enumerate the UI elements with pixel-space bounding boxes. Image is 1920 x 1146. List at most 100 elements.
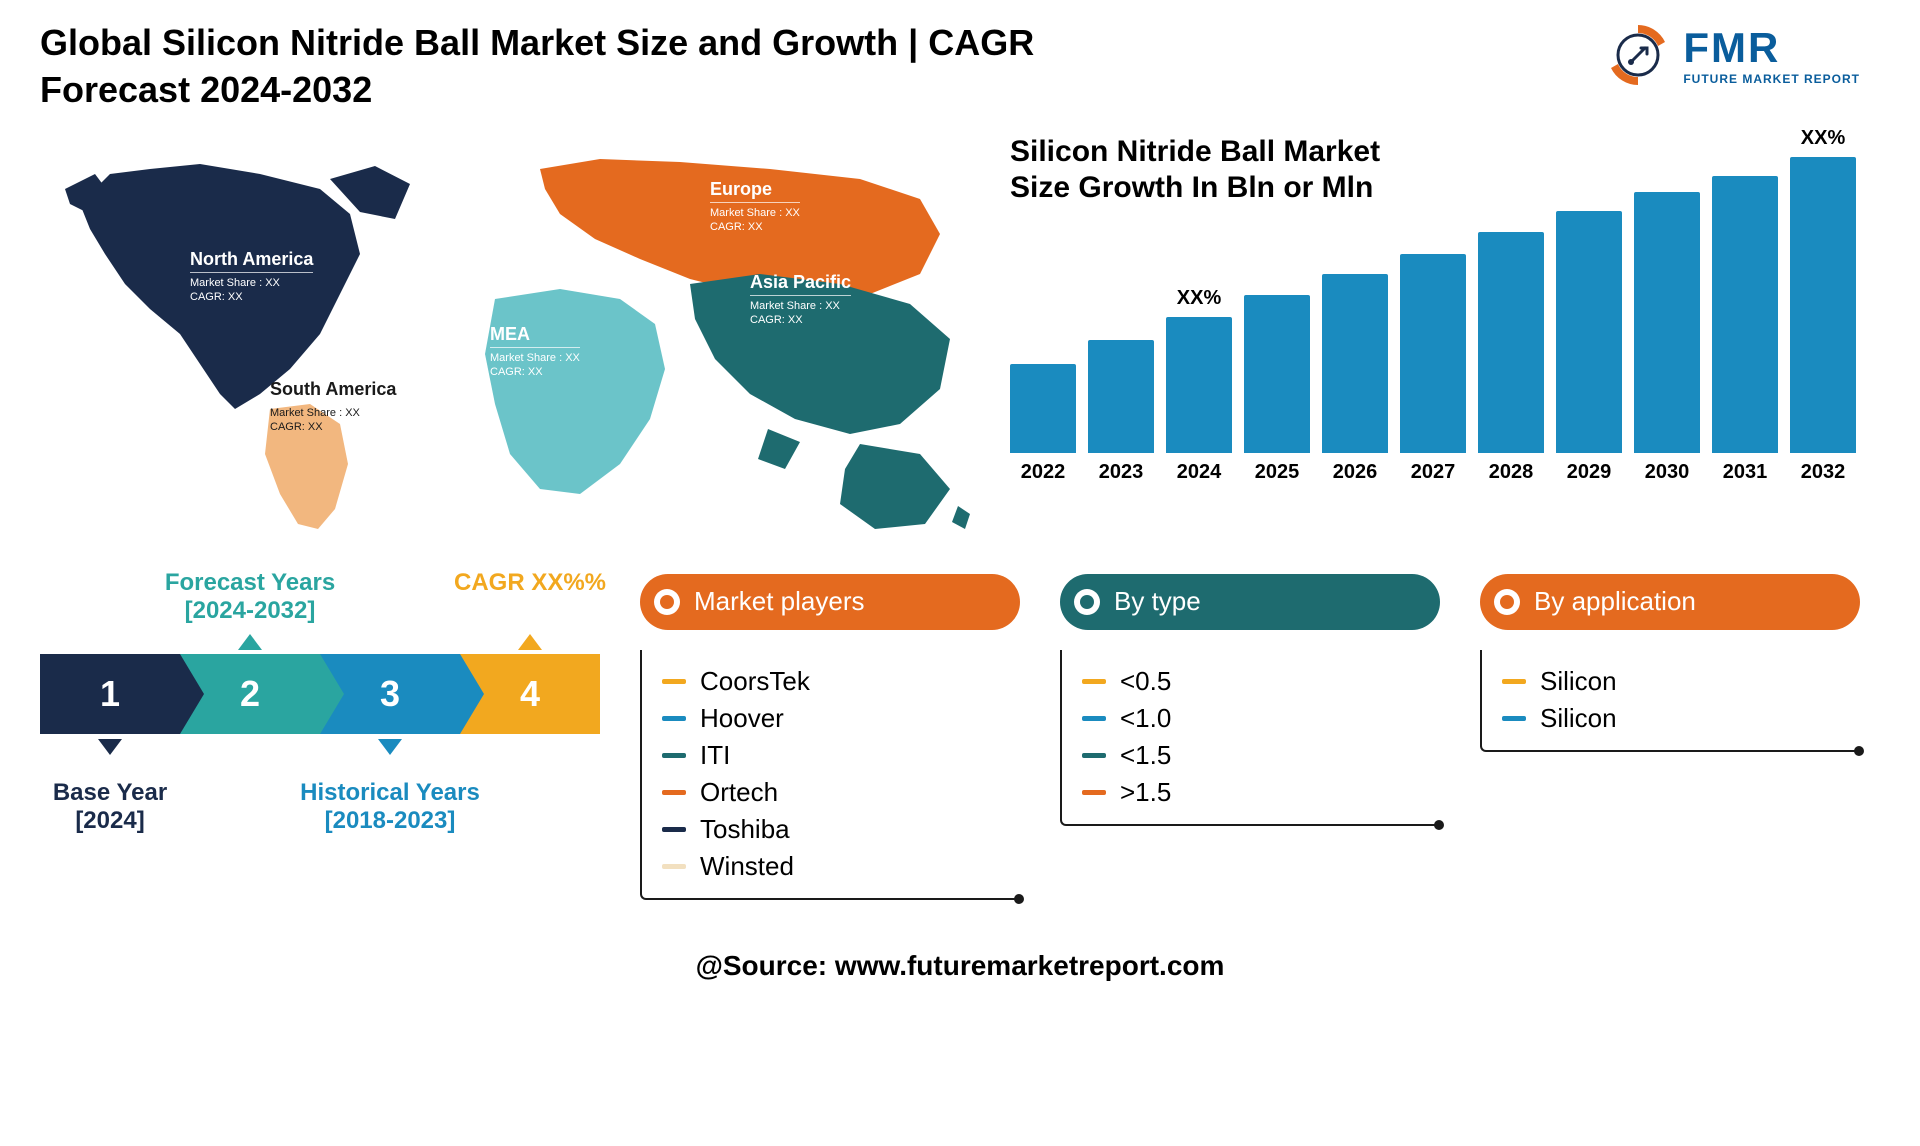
item-dash-icon [1082, 679, 1106, 684]
category-item: Hoover [662, 703, 1020, 734]
region-cagr: CAGR: XX [270, 420, 396, 434]
category-body: <0.5 <1.0 <1.5 >1.5 [1060, 650, 1440, 826]
bar-col-2023: 2023 [1088, 340, 1154, 484]
bar-year-label: 2028 [1489, 461, 1534, 484]
bar-col-2024: XX% 2024 [1166, 317, 1232, 484]
timeline-bar: 1234 [40, 654, 600, 734]
logo-icon [1603, 20, 1673, 90]
category-item: Silicon [1502, 666, 1860, 697]
category-body: Silicon Silicon [1480, 650, 1860, 752]
item-dash-icon [662, 827, 686, 832]
category-title: Market players [694, 586, 865, 617]
item-dash-icon [1502, 716, 1526, 721]
bar-chart-title: Silicon Nitride Ball Market Size Growth … [1010, 134, 1410, 206]
category-item: Toshiba [662, 814, 1020, 845]
item-label: <1.0 [1120, 703, 1171, 734]
item-label: Silicon [1540, 666, 1617, 697]
category-0: Market players CoorsTek Hoover ITI Ortec… [640, 574, 1020, 900]
item-dash-icon [1082, 790, 1106, 795]
header-circle-icon [1074, 589, 1100, 615]
bar-col-2030: 2030 [1634, 192, 1700, 484]
bar-annotation: XX% [1801, 127, 1845, 150]
item-dash-icon [662, 679, 686, 684]
bar [1790, 157, 1856, 452]
bar-col-2031: 2031 [1712, 176, 1778, 484]
timeline-label-3: Historical Years [2018-2023] [300, 779, 480, 837]
item-dash-icon [1082, 753, 1106, 758]
region-share: Market Share : XX [190, 276, 313, 290]
bar-col-2022: 2022 [1010, 364, 1076, 484]
category-title: By application [1534, 586, 1696, 617]
bar-year-label: 2029 [1567, 461, 1612, 484]
bar-year-label: 2023 [1099, 461, 1144, 484]
region-share: Market Share : XX [270, 406, 396, 420]
bar [1712, 176, 1778, 453]
region-name: North America [190, 249, 313, 273]
bar [1556, 211, 1622, 453]
bar-col-2032: XX% 2032 [1790, 157, 1856, 483]
region-ap: Asia Pacific Market Share : XX CAGR: XX [750, 272, 851, 328]
page-title: Global Silicon Nitride Ball Market Size … [40, 20, 1140, 114]
bar-col-2027: 2027 [1400, 254, 1466, 484]
region-sa: South America Market Share : XX CAGR: XX [270, 379, 396, 435]
category-header: Market players [640, 574, 1020, 630]
category-title: By type [1114, 586, 1201, 617]
region-cagr: CAGR: XX [490, 365, 580, 379]
category-item: Silicon [1502, 703, 1860, 734]
timeline-arrow-icon [98, 739, 122, 755]
bar-chart-area: Silicon Nitride Ball Market Size Growth … [1010, 144, 1870, 534]
item-label: <0.5 [1120, 666, 1171, 697]
category-item: <0.5 [1082, 666, 1440, 697]
category-2: By application Silicon Silicon [1480, 574, 1860, 900]
category-item: <1.0 [1082, 703, 1440, 734]
item-label: <1.5 [1120, 740, 1171, 771]
region-share: Market Share : XX [490, 351, 580, 365]
world-map: North America Market Share : XX CAGR: XX… [40, 144, 980, 534]
region-name: Asia Pacific [750, 272, 851, 296]
category-item: ITI [662, 740, 1020, 771]
region-share: Market Share : XX [710, 206, 800, 220]
timeline-label-4: CAGR XX%% [440, 569, 620, 598]
category-item: >1.5 [1082, 777, 1440, 808]
category-header: By type [1060, 574, 1440, 630]
region-na: North America Market Share : XX CAGR: XX [190, 249, 313, 305]
bar [1088, 340, 1154, 453]
timeline-label-1: Base Year [2024] [20, 779, 200, 837]
timeline: 1234 Base Year [2024]Forecast Years [202… [40, 574, 600, 734]
fmr-logo: FMR FUTURE MARKET REPORT [1603, 20, 1860, 90]
category-header: By application [1480, 574, 1860, 630]
bar-annotation: XX% [1177, 287, 1221, 310]
bar-year-label: 2031 [1723, 461, 1768, 484]
item-dash-icon [662, 753, 686, 758]
bar [1166, 317, 1232, 453]
header-circle-icon [1494, 589, 1520, 615]
bar [1634, 192, 1700, 453]
item-dash-icon [1502, 679, 1526, 684]
bar-col-2029: 2029 [1556, 211, 1622, 484]
item-label: Ortech [700, 777, 778, 808]
bar-year-label: 2030 [1645, 461, 1690, 484]
item-dash-icon [662, 790, 686, 795]
logo-sub-text: FUTURE MARKET REPORT [1683, 72, 1860, 86]
bar-year-label: 2024 [1177, 461, 1222, 484]
region-eu: Europe Market Share : XX CAGR: XX [710, 179, 800, 235]
timeline-arrow-icon [238, 634, 262, 650]
region-cagr: CAGR: XX [710, 220, 800, 234]
timeline-label-2: Forecast Years [2024-2032] [160, 569, 340, 627]
bar-col-2025: 2025 [1244, 295, 1310, 484]
category-item: CoorsTek [662, 666, 1020, 697]
item-dash-icon [662, 864, 686, 869]
item-label: CoorsTek [700, 666, 810, 697]
bar-year-label: 2026 [1333, 461, 1378, 484]
bar-year-label: 2032 [1801, 461, 1846, 484]
timeline-arrow-icon [518, 634, 542, 650]
bar-year-label: 2025 [1255, 461, 1300, 484]
item-label: Winsted [700, 851, 794, 882]
bar [1478, 232, 1544, 452]
bar-year-label: 2022 [1021, 461, 1066, 484]
region-mea: MEA Market Share : XX CAGR: XX [490, 324, 580, 380]
region-share: Market Share : XX [750, 299, 851, 313]
source-attribution: @Source: www.futuremarketreport.com [40, 950, 1880, 982]
region-name: MEA [490, 324, 580, 348]
region-name: South America [270, 379, 396, 403]
